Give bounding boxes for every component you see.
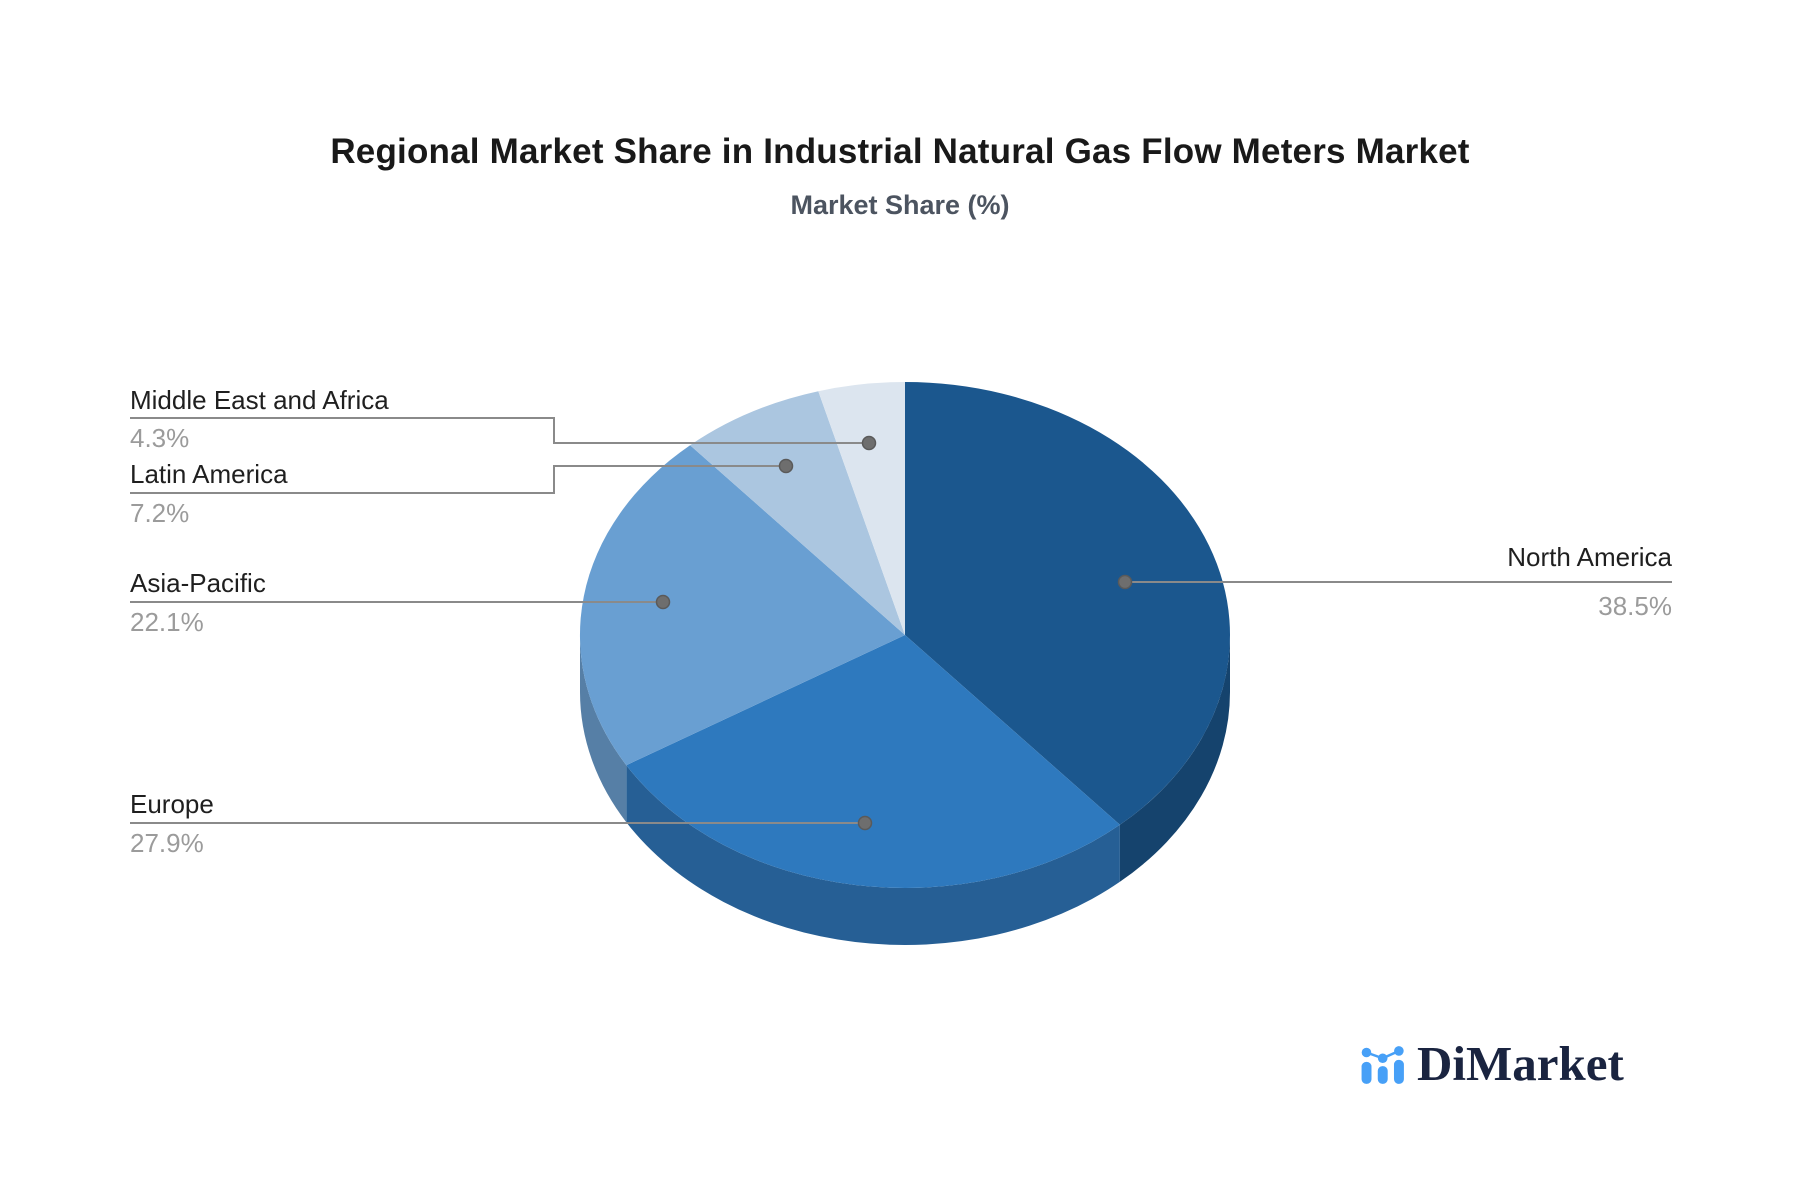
pie-3d-sides	[580, 635, 1230, 946]
anchor-dot-north-america	[1117, 574, 1133, 590]
pie-side-europe	[626, 765, 1120, 946]
label-europe: Europe	[130, 789, 214, 819]
chart-title: Regional Market Share in Industrial Natu…	[330, 132, 1470, 171]
leader-line-latin-america	[130, 465, 786, 494]
chart-subtitle: Market Share (%)	[790, 190, 1010, 220]
anchor-dot-latin-america	[778, 458, 794, 474]
pie-slice-asia-pacific	[579, 445, 905, 766]
value-europe: 27.9%	[130, 828, 204, 858]
brand-name: DiMarket	[1417, 1036, 1624, 1091]
value-latin-america: 7.2%	[130, 498, 190, 528]
value-asia-pacific: 22.1%	[130, 607, 204, 637]
anchor-dot-middle-east-and-africa	[861, 435, 877, 451]
leader-line-middle-east-and-africa	[130, 417, 869, 444]
mini-bar-chart-icon	[1361, 1046, 1404, 1084]
label-latin-america: Latin America	[130, 459, 288, 489]
label-north-america: North America	[1507, 542, 1672, 572]
brand-logo: DiMarket	[1360, 1036, 1624, 1092]
pie-slice-middle-east-and-africa	[818, 382, 905, 635]
pie-side-asia-pacific	[580, 635, 627, 823]
label-asia-pacific: Asia-Pacific	[130, 568, 266, 598]
leader-anchor-dots	[655, 435, 1133, 831]
leader-lines	[130, 417, 1672, 824]
label-middle-east-and-africa: Middle East and Africa	[130, 385, 389, 415]
pie-side-north-america	[1119, 635, 1230, 882]
value-north-america: 38.5%	[1598, 591, 1672, 621]
pie-slice-north-america	[905, 382, 1231, 825]
pie-slice-latin-america	[690, 391, 905, 635]
anchor-dot-europe	[857, 815, 873, 831]
pie-slice-europe	[626, 635, 1120, 889]
pie-slices	[579, 382, 1231, 889]
anchor-dot-asia-pacific	[655, 594, 671, 610]
value-middle-east-and-africa: 4.3%	[130, 423, 190, 453]
